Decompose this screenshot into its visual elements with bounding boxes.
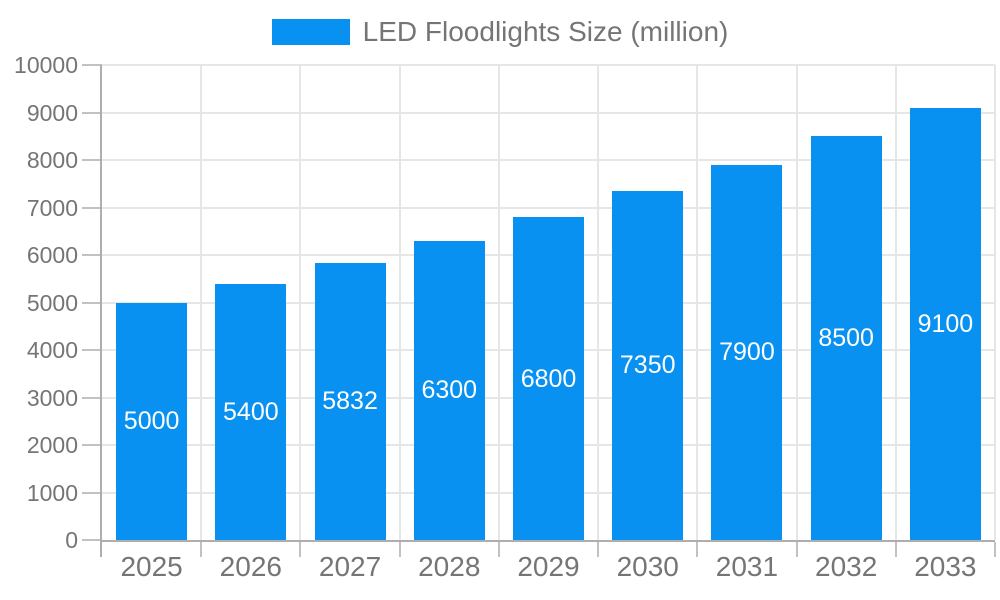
- bar-2025[interactable]: [116, 302, 188, 540]
- legend-label: LED Floodlights Size (million): [362, 16, 729, 47]
- legend-swatch: [271, 19, 350, 45]
- x-axis-label: 2033: [914, 551, 977, 582]
- y-axis-label: 2000: [26, 432, 78, 458]
- y-axis-tick: [82, 111, 102, 114]
- gridline-vertical: [597, 65, 600, 540]
- bar-2030[interactable]: [612, 190, 684, 540]
- x-axis-tick: [200, 542, 203, 557]
- bar-value-label: 9100: [917, 309, 974, 338]
- gridline-vertical: [894, 65, 897, 540]
- bar-value-label: 5400: [223, 397, 279, 426]
- x-axis-tick: [894, 542, 897, 557]
- y-axis-label: 3000: [26, 384, 78, 411]
- gridline-horizontal: [102, 64, 995, 66]
- y-axis-tick: [82, 254, 102, 256]
- y-axis-label: 7000: [26, 194, 78, 221]
- gridline-vertical: [398, 65, 401, 540]
- x-axis-label: 2029: [517, 551, 580, 582]
- y-axis-label: 8000: [26, 147, 78, 173]
- x-axis-tick: [497, 542, 500, 557]
- gridline-vertical: [795, 65, 798, 540]
- x-axis-tick: [994, 542, 996, 557]
- y-axis-tick: [82, 349, 102, 351]
- x-axis-label: 2032: [815, 551, 878, 582]
- bar-value-label: 7350: [619, 351, 676, 380]
- bar-2032[interactable]: [810, 136, 882, 540]
- x-axis-label: 2027: [318, 551, 382, 582]
- chart-legend-item[interactable]: LED Floodlights Size (million): [0, 16, 1000, 47]
- y-axis-tick: [82, 539, 102, 541]
- bar-2027[interactable]: [314, 262, 386, 540]
- x-axis-label: 2025: [120, 551, 183, 582]
- gridline-vertical: [200, 65, 203, 540]
- y-axis-tick: [82, 444, 102, 446]
- y-axis-label: 5000: [26, 289, 78, 316]
- bar-value-label: 7900: [719, 338, 775, 367]
- x-axis-label: 2026: [219, 551, 282, 582]
- bar-2026[interactable]: [215, 283, 287, 540]
- y-axis-label: 9000: [26, 99, 78, 126]
- bar-value-label: 8500: [818, 324, 874, 353]
- bar-value-label: 6300: [421, 376, 478, 405]
- y-axis-tick: [82, 396, 102, 399]
- bar-value-label: 5832: [322, 387, 378, 416]
- y-axis-tick: [82, 206, 102, 209]
- gridline-horizontal: [102, 111, 995, 114]
- bar-value-label: 5000: [123, 407, 180, 436]
- x-axis-label: 2030: [616, 551, 679, 582]
- bar-2033[interactable]: [909, 107, 981, 540]
- x-axis-tick: [398, 542, 401, 557]
- x-axis-label: 2028: [418, 551, 481, 582]
- y-axis-tick: [82, 301, 102, 304]
- gridline-horizontal: [102, 159, 995, 161]
- bar-2028[interactable]: [413, 240, 485, 540]
- gridline-vertical: [497, 65, 500, 540]
- y-axis-label: 6000: [26, 242, 78, 268]
- y-axis-tick: [82, 64, 102, 66]
- y-axis-tick: [82, 159, 102, 161]
- y-axis-label: 4000: [26, 337, 78, 363]
- y-axis-label: 0: [65, 527, 78, 553]
- x-axis-tick: [597, 542, 600, 557]
- gridline-vertical: [696, 65, 699, 540]
- y-axis-tick: [82, 491, 102, 494]
- x-axis-tick: [299, 542, 302, 557]
- x-axis-line: [102, 540, 995, 542]
- gridline-vertical: [299, 65, 302, 540]
- bar-2031[interactable]: [711, 164, 783, 540]
- x-axis-tick: [696, 542, 699, 557]
- bar-value-label: 6800: [520, 364, 577, 393]
- gridline-vertical: [994, 65, 996, 540]
- x-axis-label: 2031: [715, 551, 779, 582]
- gridline-horizontal: [102, 206, 995, 209]
- x-axis-tick: [795, 542, 798, 557]
- y-axis-label: 1000: [26, 479, 78, 506]
- bar-2029[interactable]: [513, 217, 584, 540]
- y-axis-label: 10000: [14, 52, 78, 78]
- y-axis-line: [100, 65, 102, 557]
